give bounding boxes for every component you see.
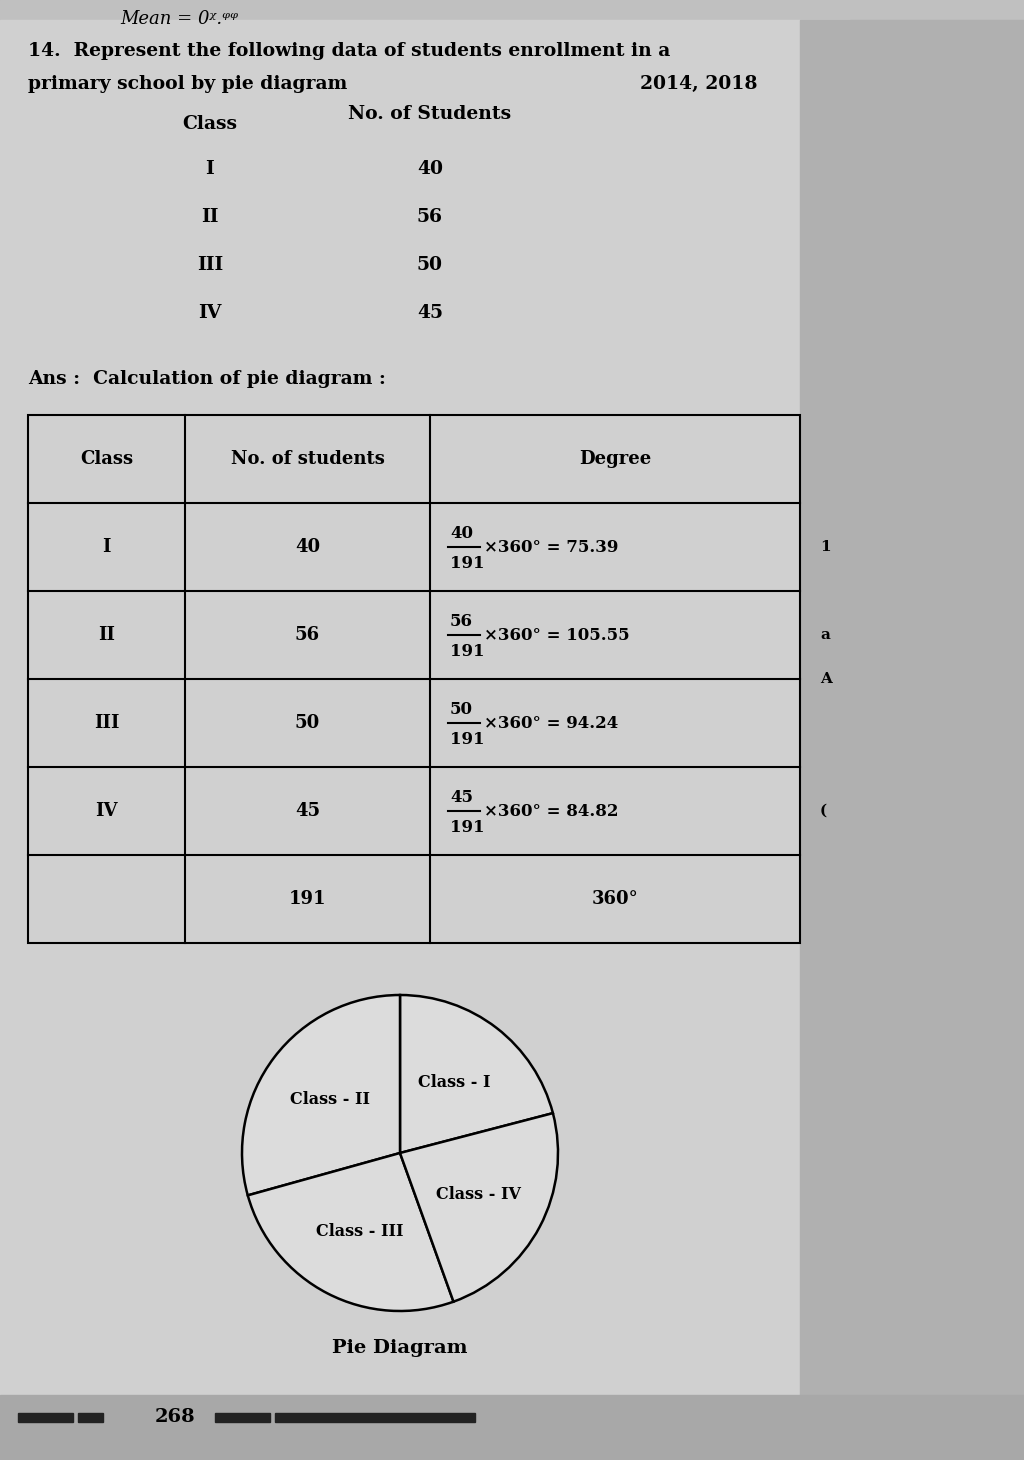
Text: IV: IV	[95, 802, 118, 821]
Text: Mean = 0ᵡ.ᵠᵠ: Mean = 0ᵡ.ᵠᵠ	[120, 10, 239, 28]
Text: III: III	[197, 255, 223, 274]
Text: 56: 56	[417, 207, 443, 226]
Text: 50: 50	[295, 714, 321, 731]
Wedge shape	[400, 996, 553, 1153]
Text: 191: 191	[450, 730, 484, 748]
Text: ×360° = 105.55: ×360° = 105.55	[484, 626, 630, 644]
Bar	[0, 20, 850, 1400]
Text: 1: 1	[820, 540, 830, 553]
Text: A: A	[820, 672, 831, 686]
Text: 40: 40	[417, 161, 443, 178]
Text: 191: 191	[450, 555, 484, 571]
Bar	[18, 1413, 73, 1422]
Text: 40: 40	[450, 524, 473, 542]
Text: Class - IV: Class - IV	[436, 1186, 521, 1203]
Wedge shape	[248, 1153, 454, 1311]
Text: 45: 45	[450, 788, 473, 806]
Text: ×360° = 75.39: ×360° = 75.39	[484, 539, 618, 555]
Text: I: I	[206, 161, 214, 178]
Text: primary school by pie diagram: primary school by pie diagram	[28, 74, 347, 93]
Bar	[0, 1394, 1024, 1460]
Wedge shape	[400, 1113, 558, 1302]
Bar	[78, 1413, 103, 1422]
Text: Class - III: Class - III	[315, 1223, 403, 1240]
Text: 191: 191	[289, 891, 327, 908]
Text: I: I	[102, 537, 111, 556]
Text: 2014, 2018: 2014, 2018	[640, 74, 758, 93]
Text: No. of Students: No. of Students	[348, 105, 512, 123]
Text: 56: 56	[295, 626, 321, 644]
Text: Degree: Degree	[579, 450, 651, 469]
Text: II: II	[98, 626, 115, 644]
Text: (: (	[820, 804, 827, 818]
Text: 56: 56	[450, 613, 473, 629]
Text: No. of students: No. of students	[230, 450, 384, 469]
Wedge shape	[242, 996, 400, 1196]
Text: Class: Class	[80, 450, 133, 469]
Text: Class - I: Class - I	[418, 1075, 490, 1092]
Text: 45: 45	[417, 304, 443, 323]
Text: 14.  Represent the following data of students enrollment in a: 14. Represent the following data of stud…	[28, 42, 671, 60]
Text: 45: 45	[295, 802, 321, 821]
Text: 50: 50	[417, 255, 443, 274]
Text: a: a	[820, 628, 829, 642]
Text: 268: 268	[155, 1409, 196, 1426]
Bar	[28, 415, 800, 943]
Text: ×360° = 84.82: ×360° = 84.82	[484, 803, 618, 819]
Bar	[800, 20, 1024, 1400]
Text: 50: 50	[450, 701, 473, 717]
Bar	[275, 1413, 475, 1422]
Text: 360°: 360°	[592, 891, 638, 908]
Text: III: III	[94, 714, 119, 731]
Text: Pie Diagram: Pie Diagram	[332, 1339, 468, 1356]
Text: Class: Class	[182, 115, 238, 133]
Text: II: II	[202, 207, 219, 226]
Text: ×360° = 94.24: ×360° = 94.24	[484, 714, 618, 731]
Bar	[215, 1413, 270, 1422]
Text: Class - II: Class - II	[290, 1091, 370, 1108]
Text: Ans :  Calculation of pie diagram :: Ans : Calculation of pie diagram :	[28, 369, 386, 388]
Text: 191: 191	[450, 642, 484, 660]
Text: IV: IV	[199, 304, 221, 323]
Text: 191: 191	[450, 819, 484, 835]
Text: 40: 40	[295, 537, 321, 556]
